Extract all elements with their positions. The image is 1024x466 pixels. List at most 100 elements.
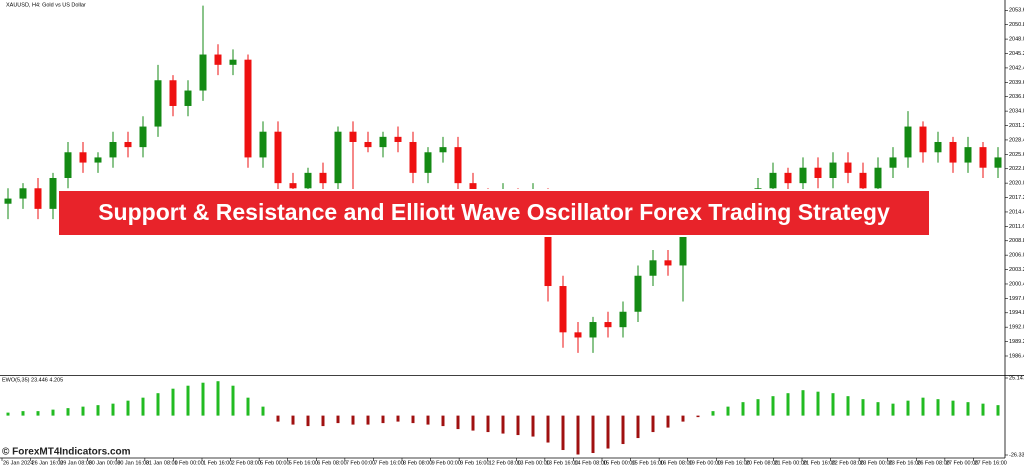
- candle-body: [169, 80, 177, 106]
- banner-box: [57, 189, 931, 237]
- x-tick-label: 21 Feb 16:00: [803, 460, 835, 466]
- candle-body: [154, 80, 162, 127]
- oscillator-bar: [141, 397, 145, 416]
- candle-body: [334, 131, 342, 184]
- oscillator-bar: [606, 415, 610, 449]
- candle-body: [799, 167, 807, 184]
- oscillator-bar: [651, 415, 655, 433]
- oscillator-bar: [291, 415, 295, 425]
- oscillator-bar: [996, 405, 1000, 416]
- oscillator-bar: [516, 415, 520, 436]
- oscillator-bar: [441, 415, 445, 427]
- oscillator-bar: [171, 388, 175, 416]
- x-tick-label: 9 Feb 00:00: [432, 460, 461, 466]
- y-tick-label: 2006.00: [1009, 253, 1024, 259]
- candle-body: [229, 59, 237, 65]
- oscillator-bar: [801, 390, 805, 416]
- y-tick-label: 25.147: [1009, 375, 1024, 381]
- oscillator-bar: [681, 415, 685, 422]
- oscillator-bar: [96, 405, 100, 416]
- candle-body: [139, 126, 147, 148]
- y-tick-label: 2053.60: [1009, 8, 1024, 14]
- oscillator-bar: [336, 415, 340, 424]
- oscillator-bar: [231, 385, 235, 416]
- candle-body: [679, 219, 687, 266]
- oscillator-bar: [906, 400, 910, 416]
- y-tick-label: 2000.40: [1009, 281, 1024, 287]
- oscillator-bar: [111, 403, 115, 416]
- x-tick-label: 2 Feb 08:00: [232, 460, 261, 466]
- oscillator-bar: [891, 403, 895, 416]
- y-tick-label: 2017.20: [1009, 195, 1024, 201]
- oscillator-bar: [816, 391, 820, 416]
- y-tick-label: 2048.00: [1009, 37, 1024, 43]
- candle-body: [829, 162, 837, 178]
- x-tick-label: 23 Feb 16:00: [889, 460, 921, 466]
- candle-body: [409, 141, 417, 173]
- candle-body: [979, 147, 987, 168]
- candle-body: [604, 322, 612, 328]
- oscillator-bar: [756, 399, 760, 416]
- oscillator-bar: [36, 411, 40, 416]
- oscillator-bar: [246, 397, 250, 416]
- oscillator-bar: [126, 400, 130, 416]
- y-tick-label: 1989.20: [1009, 339, 1024, 345]
- x-tick-label: 27 Feb 16:00: [974, 460, 1006, 466]
- oscillator-bar: [981, 403, 985, 416]
- y-tick-label: 2036.80: [1009, 94, 1024, 100]
- oscillator-title: EWO(5,35) 23.446 4.205: [2, 377, 63, 383]
- y-tick-label: 2045.20: [1009, 51, 1024, 57]
- candle-body: [244, 59, 252, 158]
- x-tick-label: 8 Feb 08:00: [403, 460, 432, 466]
- x-tick-label: 26 Feb 08:00: [917, 460, 949, 466]
- oscillator-bar: [786, 393, 790, 416]
- oscillator-bar: [936, 399, 940, 416]
- candle-body: [289, 183, 297, 189]
- oscillator-bar: [561, 415, 565, 451]
- y-tick-label: -26.332: [1009, 452, 1024, 458]
- oscillator-bar: [696, 415, 700, 418]
- oscillator-bar: [471, 415, 475, 431]
- x-tick-label: 21 Feb 00:00: [774, 460, 806, 466]
- x-tick-label: 19 Feb 00:00: [689, 460, 721, 466]
- candle-body: [94, 157, 102, 163]
- x-tick-label: 15 Feb 00:00: [603, 460, 635, 466]
- oscillator-bar: [201, 382, 205, 416]
- y-tick-label: 2020.00: [1009, 181, 1024, 187]
- candle-body: [664, 260, 672, 266]
- candle-body: [454, 147, 462, 184]
- candle-body: [304, 172, 312, 189]
- candle-body: [274, 131, 282, 184]
- y-tick-label: 2050.80: [1009, 22, 1024, 28]
- y-tick-label: 2014.40: [1009, 209, 1024, 215]
- candle-body: [784, 172, 792, 184]
- oscillator-bar: [966, 402, 970, 416]
- oscillator-bar: [366, 415, 370, 425]
- candle-body: [874, 167, 882, 189]
- oscillator-bar: [156, 393, 160, 416]
- y-tick-label: 2008.80: [1009, 238, 1024, 244]
- oscillator-bar: [726, 406, 730, 416]
- banner-text: Support & Resistance and Elliott Wave Os…: [98, 199, 890, 225]
- y-tick-label: 1994.80: [1009, 310, 1024, 316]
- y-tick-label: 2034.00: [1009, 109, 1024, 115]
- oscillator-bar: [741, 402, 745, 416]
- candle-body: [649, 260, 657, 276]
- oscillator-bar: [711, 411, 715, 416]
- candle-body: [4, 198, 12, 204]
- x-tick-label: 23 Feb 00:00: [860, 460, 892, 466]
- oscillator-bar: [351, 415, 355, 425]
- oscillator-bar: [486, 415, 490, 433]
- y-tick-label: 2025.60: [1009, 152, 1024, 158]
- oscillator-bar: [666, 415, 670, 428]
- oscillator-bar: [576, 415, 580, 455]
- candle-body: [949, 141, 957, 163]
- oscillator-bar: [771, 396, 775, 416]
- oscillator-bar: [861, 399, 865, 416]
- candle-body: [889, 157, 897, 168]
- oscillator-bar: [21, 411, 25, 416]
- y-tick-label: 2022.80: [1009, 166, 1024, 172]
- x-tick-label: 20 Feb 08:00: [746, 460, 778, 466]
- y-tick-label: 2011.60: [1009, 224, 1024, 230]
